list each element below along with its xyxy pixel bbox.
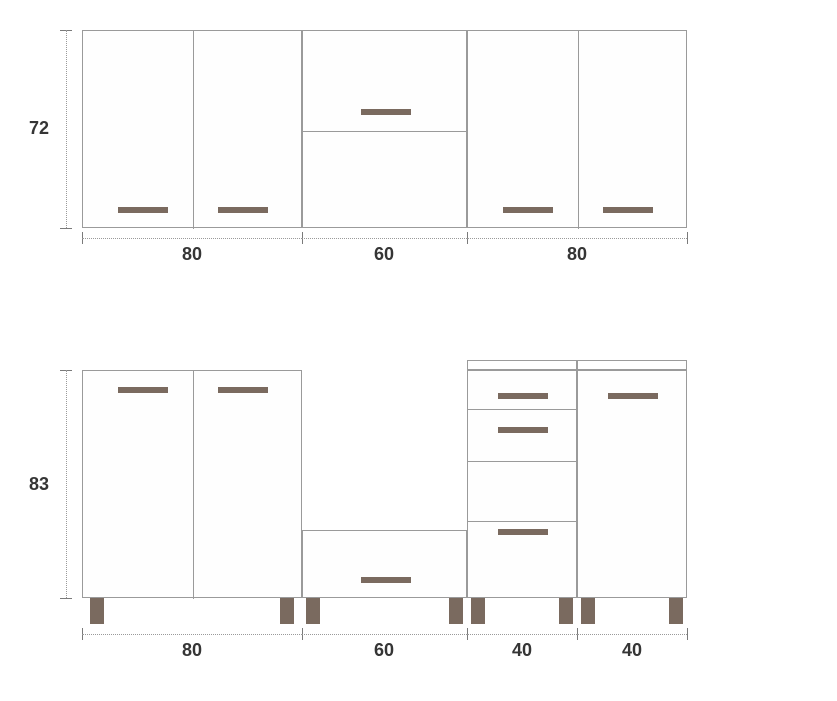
- handle: [361, 109, 411, 115]
- handle: [361, 577, 411, 583]
- handle: [498, 529, 548, 535]
- upper-cabinet-left: [82, 30, 302, 228]
- dim-line: [66, 370, 67, 598]
- dim-line: [467, 238, 687, 239]
- dim-line: [467, 634, 577, 635]
- dim-label-upper-1: 80: [172, 244, 212, 265]
- lower-cabinet-4-countertop: [577, 360, 687, 370]
- cabinet-leg: [280, 598, 294, 624]
- dim-label-lower-3: 40: [502, 640, 542, 661]
- dim-line: [302, 238, 467, 239]
- dim-label-upper-3: 80: [557, 244, 597, 265]
- handle: [118, 207, 168, 213]
- handle: [498, 393, 548, 399]
- dim-line: [82, 238, 302, 239]
- lower-cabinet-1: [82, 370, 302, 598]
- dim-label-lower-1: 80: [172, 640, 212, 661]
- cabinet-leg: [581, 598, 595, 624]
- handle: [498, 427, 548, 433]
- cabinet-leg: [559, 598, 573, 624]
- handle: [608, 393, 658, 399]
- dim-label-height-lower: 83: [22, 474, 56, 495]
- lower-cabinet-3: [467, 370, 577, 598]
- upper-cabinet-mid: [302, 30, 467, 228]
- dim-tick: [687, 232, 688, 244]
- handle: [118, 387, 168, 393]
- dim-label-upper-2: 60: [364, 244, 404, 265]
- handle: [218, 387, 268, 393]
- dim-label-lower-2: 60: [364, 640, 404, 661]
- lower-cabinet-4: [577, 370, 687, 598]
- cabinet-elevation-diagram: 72 83 80 60 80 80 60 40 40: [20, 20, 817, 681]
- lower-cabinet-2: [302, 530, 467, 598]
- cabinet-leg: [471, 598, 485, 624]
- dim-tick: [60, 598, 72, 599]
- handle: [503, 207, 553, 213]
- dim-line: [66, 30, 67, 228]
- lower-cabinet-3-countertop: [467, 360, 577, 370]
- dim-line: [82, 634, 302, 635]
- cabinet-leg: [306, 598, 320, 624]
- dim-line: [302, 634, 467, 635]
- cabinet-leg: [449, 598, 463, 624]
- upper-cabinet-right: [467, 30, 687, 228]
- handle: [603, 207, 653, 213]
- dim-tick: [60, 228, 72, 229]
- handle: [218, 207, 268, 213]
- cabinet-leg: [90, 598, 104, 624]
- dim-tick: [687, 628, 688, 640]
- dim-line: [577, 634, 687, 635]
- dim-label-height-upper: 72: [22, 118, 56, 139]
- cabinet-leg: [669, 598, 683, 624]
- dim-label-lower-4: 40: [612, 640, 652, 661]
